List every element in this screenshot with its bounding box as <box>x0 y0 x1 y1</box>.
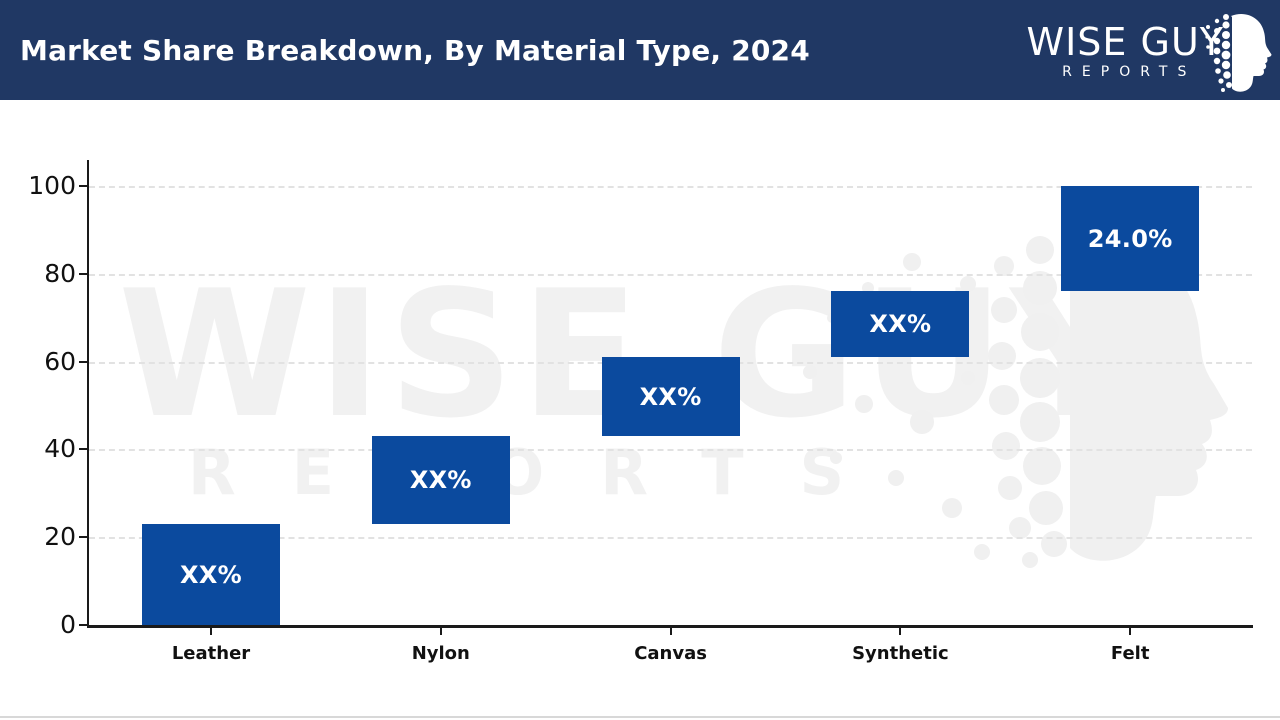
gridline <box>89 273 1252 276</box>
watermark-subtext: REPORTS <box>188 436 901 509</box>
y-tick <box>79 272 87 275</box>
y-tick-label: 80 <box>44 258 76 288</box>
bar-value-label: XX% <box>639 382 702 411</box>
bar-synthetic: XX% <box>831 291 970 358</box>
y-tick-label: 100 <box>28 171 76 200</box>
x-axis-line <box>87 625 1253 628</box>
gridline <box>89 537 1252 540</box>
y-tick <box>79 448 87 451</box>
bar-value-label: XX% <box>180 560 242 589</box>
x-tick-label: Canvas <box>634 643 707 664</box>
bar-value-label: 24.0% <box>1087 224 1173 253</box>
y-tick <box>79 536 87 539</box>
bottom-divider <box>0 716 1280 718</box>
logo-wordmark-block: WISE GUY REPORTS <box>1027 22 1224 80</box>
dotted-head-logo-icon <box>1205 13 1272 92</box>
x-tick-label: Felt <box>1110 643 1150 664</box>
y-tick <box>79 185 87 187</box>
wise-guy-logo: WISE GUY REPORTS <box>1027 4 1272 96</box>
y-tick-label: 20 <box>44 522 76 552</box>
logo-subtext: REPORTS <box>1062 64 1197 80</box>
page-title: Market Share Breakdown, By Material Type… <box>20 33 810 67</box>
bar-leather: XX% <box>142 524 280 625</box>
y-tick-label: 0 <box>60 610 76 639</box>
x-tick <box>210 628 212 635</box>
x-tick <box>439 628 442 635</box>
bar-value-label: XX% <box>409 466 472 495</box>
x-tick <box>669 628 672 635</box>
y-tick <box>79 624 87 626</box>
y-axis-line <box>87 160 89 628</box>
x-tick-label: Synthetic <box>852 643 949 664</box>
bar-canvas: XX% <box>601 357 740 437</box>
y-tick-label: 60 <box>44 346 76 376</box>
bar-felt: 24.0% <box>1061 186 1200 292</box>
gridline <box>89 186 1252 188</box>
logo-wordmark: WISE GUY <box>1026 20 1224 64</box>
bar-value-label: XX% <box>869 310 932 339</box>
y-tick <box>79 360 87 363</box>
header-bar: Market Share Breakdown, By Material Type… <box>0 0 1280 100</box>
x-tick-label: Nylon <box>411 643 470 664</box>
x-tick <box>899 628 902 635</box>
y-tick-label: 40 <box>44 434 76 464</box>
x-tick-label: Leather <box>171 643 251 664</box>
bar-nylon: XX% <box>371 436 510 525</box>
watermark-dotted-head-icon <box>803 236 1228 568</box>
gridline <box>89 449 1252 452</box>
x-tick <box>1129 628 1132 635</box>
